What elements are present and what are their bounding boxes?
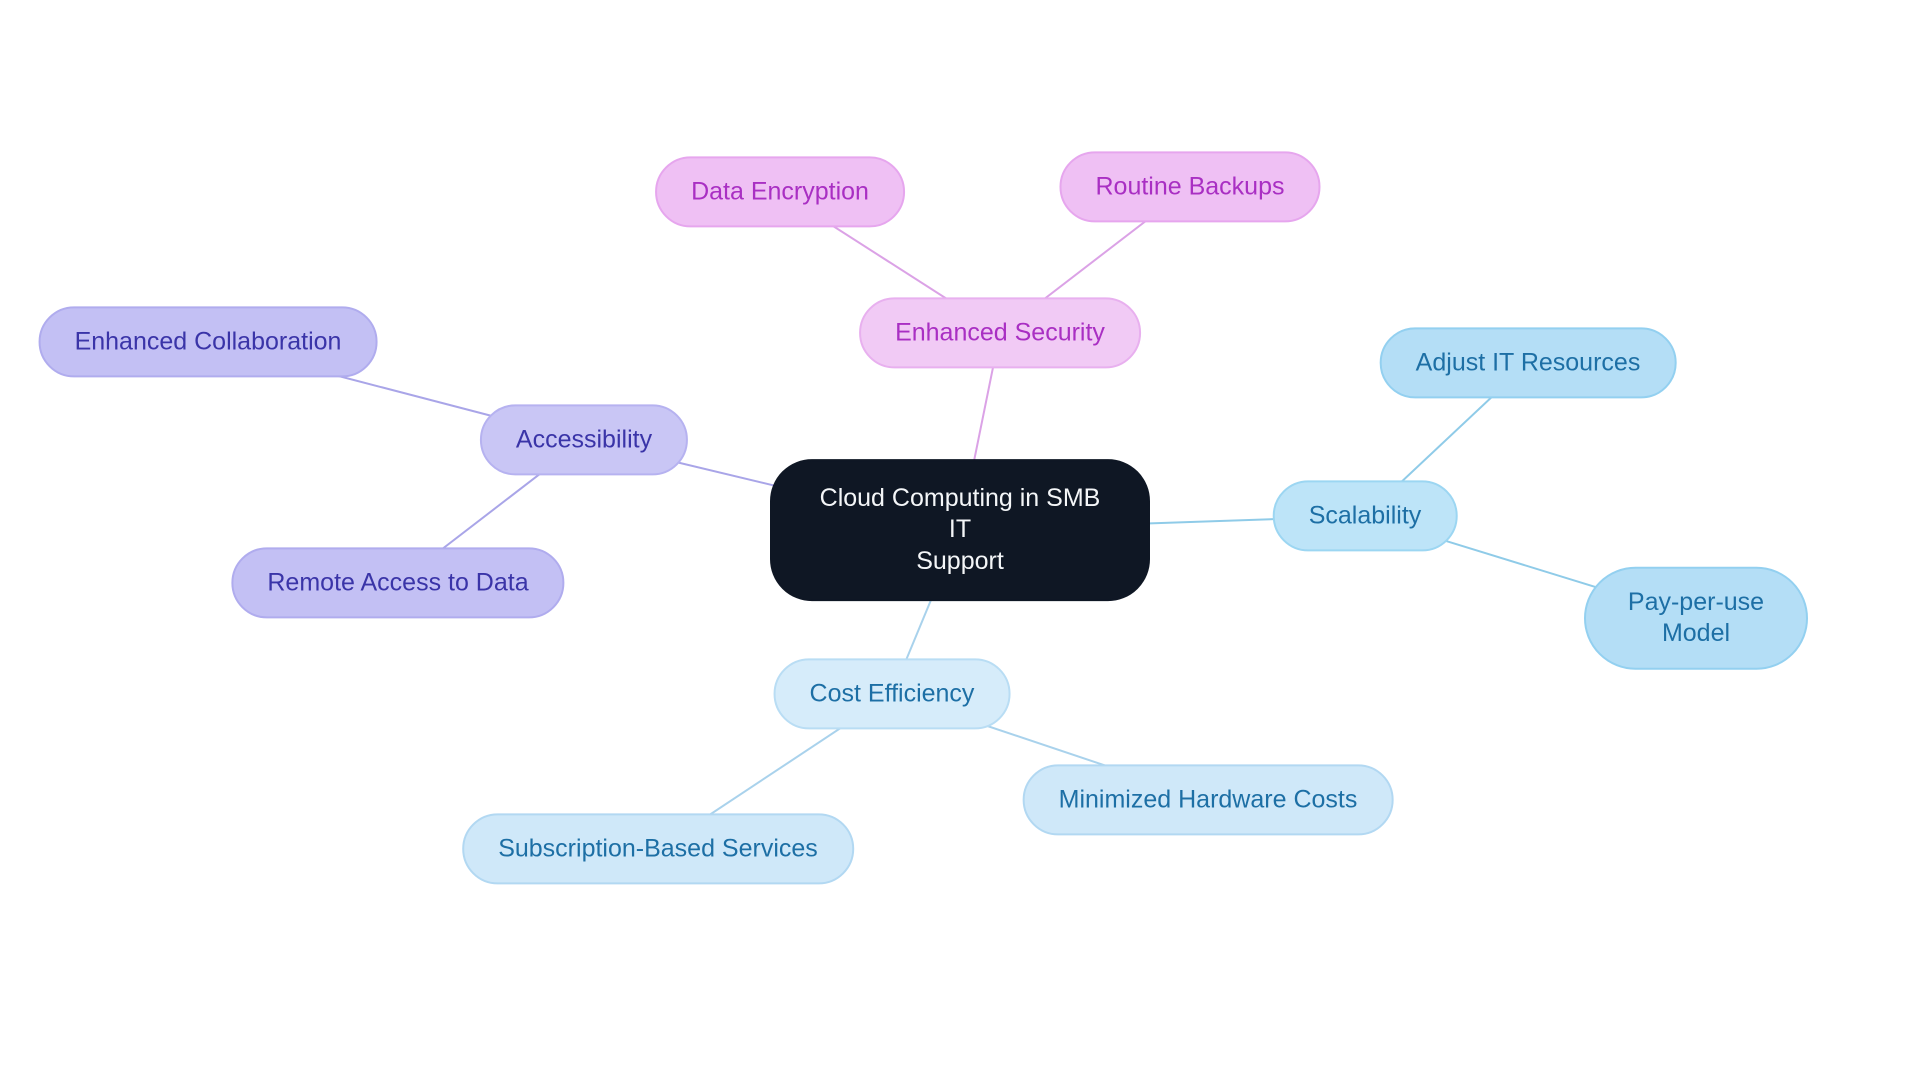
node-min-hardware: Minimized Hardware Costs [1023,764,1394,835]
node-scalability: Scalability [1273,480,1458,551]
node-pay-per-use: Pay-per-use Model [1584,567,1808,670]
node-accessibility: Accessibility [480,404,688,475]
node-data-encryption: Data Encryption [655,156,905,227]
node-routine-backups: Routine Backups [1059,151,1320,222]
node-subscription: Subscription-Based Services [462,813,854,884]
node-enhanced-collab: Enhanced Collaboration [39,306,378,377]
node-center: Cloud Computing in SMB IT Support [770,459,1150,601]
node-cost-efficiency: Cost Efficiency [774,658,1011,729]
mindmap-canvas: Cloud Computing in SMB IT Support Accessi… [0,0,1920,1083]
node-adjust-it: Adjust IT Resources [1380,327,1677,398]
node-enhanced-security: Enhanced Security [859,297,1141,368]
node-remote-access: Remote Access to Data [231,547,564,618]
